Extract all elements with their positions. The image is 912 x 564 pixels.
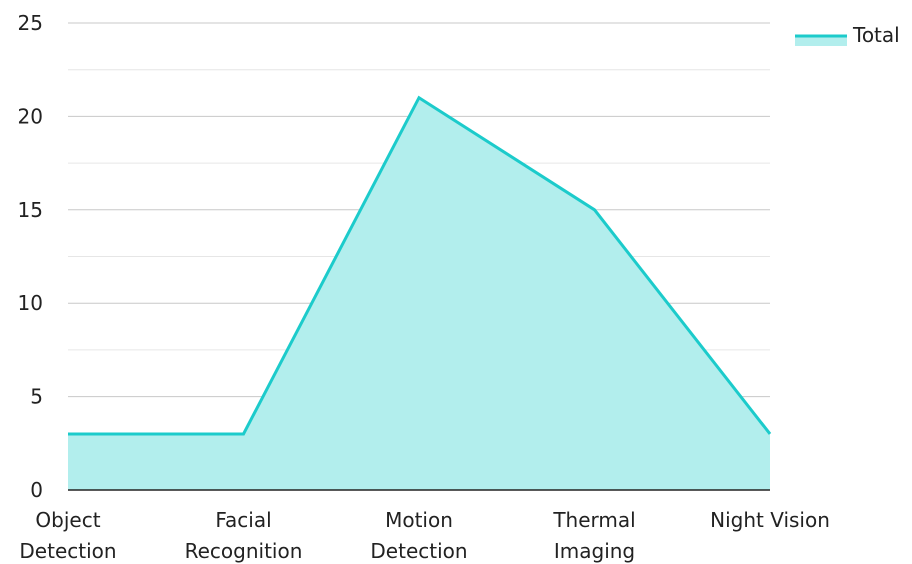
y-tick-label: 10 [18, 291, 43, 315]
y-tick-label: 25 [18, 11, 43, 35]
x-tick-label-line: Night Vision [710, 508, 830, 532]
legend-swatch-total [795, 36, 847, 46]
x-tick-label: Facial Recognition [185, 508, 303, 563]
y-axis-ticks: 0 5 10 15 20 25 [18, 11, 43, 502]
series-area-total [68, 97, 770, 490]
x-tick-label-line: Detection [370, 539, 467, 563]
x-tick-label: Night Vision [710, 508, 830, 532]
legend-label-total: Total [852, 23, 900, 47]
y-tick-label: 15 [18, 198, 43, 222]
x-tick-label-line: Recognition [185, 539, 303, 563]
x-tick-label-line: Motion [385, 508, 453, 532]
series-line-total [68, 95, 772, 436]
y-tick-label: 0 [30, 478, 43, 502]
x-axis-ticks: Object Detection Facial Recognition Motion De… [19, 508, 829, 563]
x-tick-label: Motion Detection [370, 508, 467, 563]
x-tick-label-line: Facial [215, 508, 271, 532]
y-tick-label: 5 [30, 385, 43, 409]
x-tick-label-line: Thermal [552, 508, 635, 532]
x-tick-label: Thermal Imaging [552, 508, 635, 563]
x-tick-label-line: Object [35, 508, 100, 532]
x-tick-label: Object Detection [19, 508, 116, 563]
x-tick-label-line: Detection [19, 539, 116, 563]
legend: Total [795, 23, 900, 47]
y-tick-label: 20 [18, 104, 43, 128]
x-tick-label-line: Imaging [554, 539, 635, 563]
